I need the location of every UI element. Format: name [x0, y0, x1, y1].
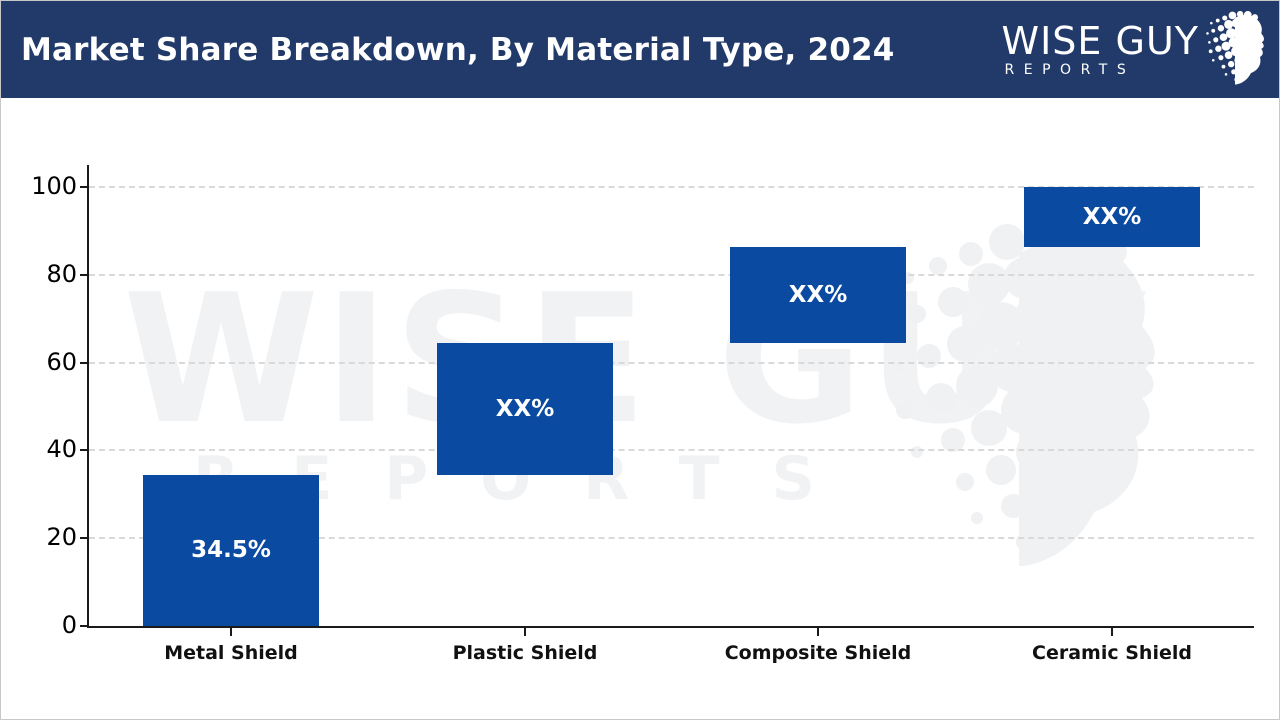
y-axis-line — [87, 165, 89, 628]
y-axis-tick-label: 60 — [46, 347, 77, 376]
y-axis-tickmark — [80, 537, 89, 540]
brand-logo: WISE GUY REPORTS — [1001, 10, 1267, 89]
gridline — [89, 186, 1254, 188]
bar-value-label: XX% — [495, 395, 555, 422]
brand-name: WISE GUY — [1001, 19, 1199, 63]
bar-metal-shield: 34.5% — [143, 474, 319, 626]
y-axis-tick-label: 0 — [61, 611, 77, 639]
gridline — [89, 449, 1254, 452]
gridline — [89, 361, 1254, 364]
y-axis-tick-label: 100 — [31, 172, 77, 200]
bar-value-label: XX% — [788, 281, 848, 308]
bar-composite-shield: XX% — [730, 247, 906, 343]
gridline — [89, 537, 1254, 540]
bar-value-label: 34.5% — [191, 537, 271, 564]
x-axis-tick-label: Ceramic Shield — [1032, 642, 1192, 664]
y-axis-tickmark — [80, 625, 89, 627]
y-axis-tickmark — [80, 449, 89, 452]
y-axis-tick-label: 20 — [46, 523, 77, 552]
page-title: Market Share Breakdown, By Material Type… — [21, 31, 895, 68]
x-axis-tickmark — [817, 628, 819, 636]
x-axis-tick-label: Plastic Shield — [452, 642, 598, 664]
brand-face-icon — [1206, 10, 1264, 85]
header: Market Share Breakdown, By Material Type… — [1, 1, 1279, 98]
bar-value-label: XX% — [1082, 204, 1142, 231]
y-axis-tickmark — [80, 186, 89, 188]
x-axis-tick-label: Metal Shield — [164, 642, 298, 664]
y-axis-tick-label: 80 — [46, 259, 77, 288]
y-axis-tickmark — [80, 273, 89, 276]
x-axis-line — [87, 626, 1254, 628]
brand-subname: REPORTS — [1004, 62, 1136, 78]
x-axis-tickmark — [230, 628, 232, 636]
x-axis-tick-label: Composite Shield — [724, 642, 912, 664]
x-axis-tickmark — [524, 628, 526, 636]
y-axis-tickmark — [80, 361, 89, 364]
gridline — [89, 273, 1254, 276]
bar-ceramic-shield: XX% — [1024, 187, 1200, 248]
x-axis-tickmark — [1111, 628, 1113, 636]
y-axis-tick-label: 40 — [46, 435, 77, 464]
bar-plastic-shield: XX% — [437, 342, 613, 475]
watermark-face-icon — [884, 223, 1155, 566]
